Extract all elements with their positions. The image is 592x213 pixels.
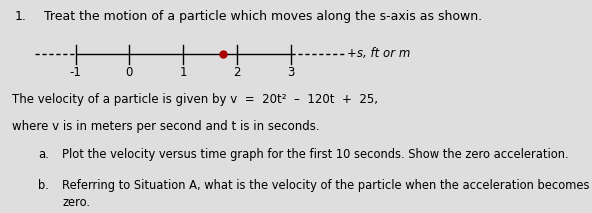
Text: where v is in meters per second and t is in seconds.: where v is in meters per second and t is…	[12, 120, 320, 133]
Text: b.: b.	[38, 179, 49, 192]
Text: -1: -1	[70, 66, 82, 79]
Text: +s, ft or m: +s, ft or m	[347, 47, 410, 60]
Text: Treat the motion of a particle which moves along the s-axis as shown.: Treat the motion of a particle which mov…	[44, 10, 482, 23]
Text: Referring to Situation A, what is the velocity of the particle when the accelera: Referring to Situation A, what is the ve…	[62, 179, 590, 192]
Text: 0: 0	[126, 66, 133, 79]
Text: Plot the velocity versus time graph for the first 10 seconds. Show the zero acce: Plot the velocity versus time graph for …	[62, 148, 569, 161]
Text: 3: 3	[287, 66, 294, 79]
Text: a.: a.	[38, 148, 49, 161]
Text: The velocity of a particle is given by v  =  20t²  –  120t  +  25,: The velocity of a particle is given by v…	[12, 93, 378, 106]
Text: 1.: 1.	[15, 10, 27, 23]
Text: zero.: zero.	[62, 196, 90, 209]
Text: 2: 2	[233, 66, 241, 79]
Text: 1: 1	[179, 66, 187, 79]
